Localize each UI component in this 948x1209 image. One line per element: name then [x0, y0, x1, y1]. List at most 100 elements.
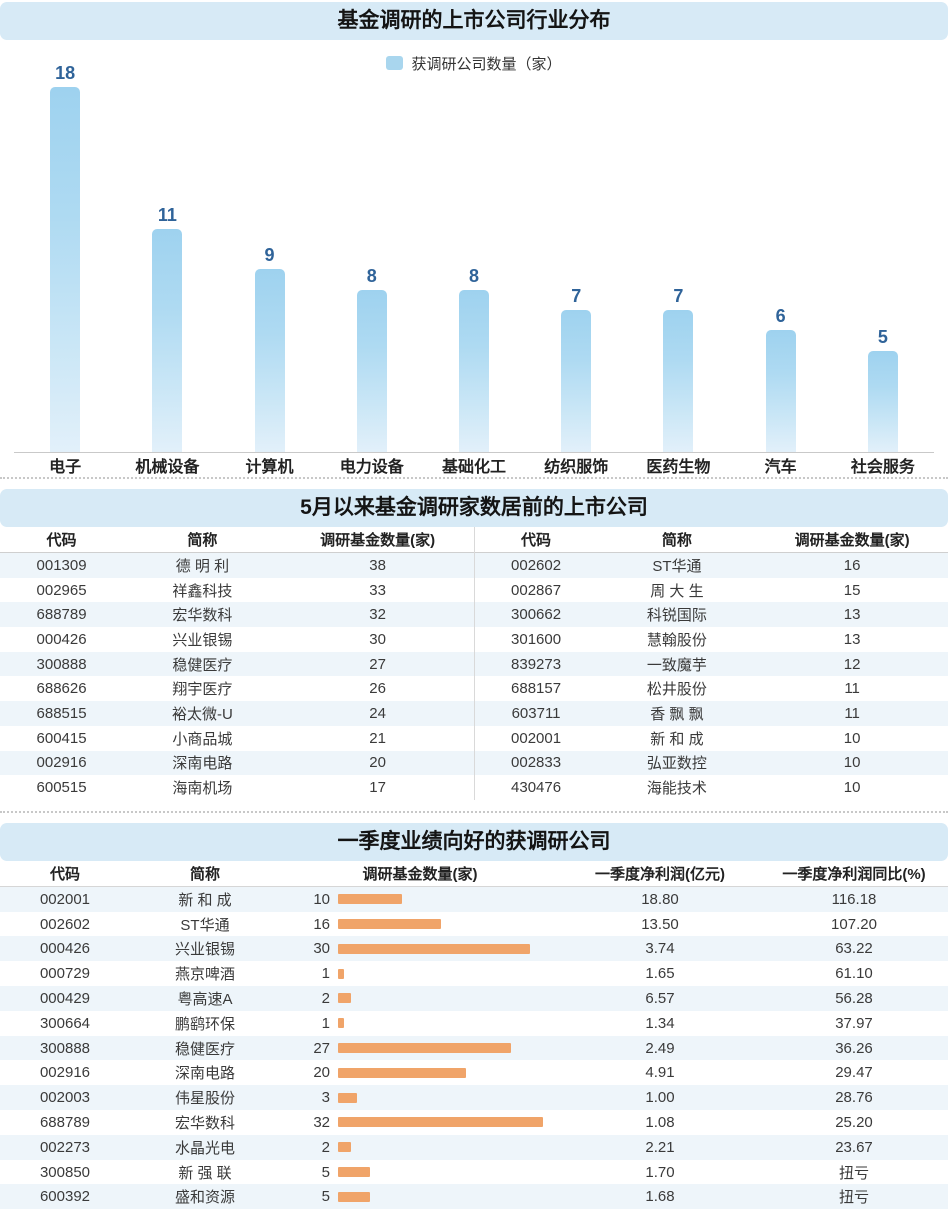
stock-name: 深南电路 [172, 755, 233, 773]
fund-count-bar [338, 943, 530, 954]
fund-count: 15 [843, 581, 861, 599]
stock-code: 600392 [39, 1188, 91, 1206]
fund-count-cell: 32 [280, 1114, 560, 1131]
bar-value-label: 6 [775, 306, 786, 326]
table-row: 002602 ST华通 16 [474, 553, 948, 578]
legend-label: 获调研公司数量（家） [411, 55, 562, 73]
bar-category-label: 机械设备 [135, 459, 200, 476]
stock-name: 兴业银锡 [174, 941, 235, 959]
q1-profit-yoy: 扭亏 [838, 1189, 869, 1207]
stock-name: 海能技术 [646, 780, 707, 798]
table-row: 839273 一致魔芋 12 [474, 651, 948, 677]
q1-profit: 1.65 [645, 965, 675, 983]
table-row: 300664 鹏鹞环保 1 1.34 37.97 [0, 1011, 948, 1036]
stock-code: 000429 [39, 989, 91, 1007]
table1-section-title: 5月以来基金调研家数居前的上市公司 [0, 489, 948, 527]
table-row: 002003 伟星股份 3 1.00 28.76 [0, 1085, 948, 1111]
fund-count: 11 [844, 704, 860, 722]
q1-profit-yoy: 29.47 [835, 1064, 873, 1082]
table-row: 600392 盛和资源 5 1.68 扭亏 [0, 1184, 948, 1209]
fund-count: 21 [369, 729, 386, 747]
fund-count: 32 [369, 606, 386, 624]
fund-count-cell: 20 [280, 1064, 560, 1081]
fund-count-bar [338, 894, 402, 905]
stock-code: 000426 [39, 940, 91, 958]
stock-code: 600515 [36, 779, 87, 797]
stock-code: 001309 [36, 556, 87, 574]
q1-profit-yoy: 36.26 [835, 1039, 873, 1057]
table2-section: 一季度业绩向好的获调研公司 代码 简称 调研基金数量(家) 一季度净利润(亿元)… [0, 822, 948, 1209]
stock-name: 一致魔芋 [646, 656, 707, 674]
fund-count-cell: 16 [280, 916, 560, 933]
fund-count: 27 [313, 1039, 330, 1057]
column-header-code: 代码 [49, 865, 80, 883]
table-row: 002867 周 大 生 15 [475, 578, 948, 603]
table-row: 002965 祥鑫科技 33 [0, 578, 474, 603]
table2-section-title: 一季度业绩向好的获调研公司 [0, 822, 948, 861]
column-header-fund-count: 调研基金数量(家) [362, 865, 478, 883]
stock-code: 688789 [39, 1113, 91, 1131]
table1-left-body: 001309 德 明 利 38 002965 祥鑫科技 33 688789 宏华数科 32 000… [0, 553, 474, 800]
stock-name: ST华通 [180, 916, 230, 934]
stock-name: 科锐国际 [646, 607, 707, 625]
bar-value-label: 7 [673, 286, 684, 306]
table-row: 688515 裕太微-U 24 [0, 701, 474, 726]
bar [561, 310, 592, 452]
bar [356, 290, 387, 452]
q1-profit-yoy: 107.20 [831, 915, 877, 933]
stock-code: 002273 [39, 1138, 91, 1156]
table-row: 001309 德 明 利 38 [0, 553, 474, 578]
stock-name: 翔宇医疗 [172, 681, 233, 699]
stock-name: 盛和资源 [174, 1189, 235, 1207]
column-header-code: 代码 [46, 532, 77, 549]
fund-count-bar [338, 968, 344, 979]
fund-count-cell: 3 [280, 1089, 560, 1106]
table-row: 603711 香 飘 飘 11 [474, 701, 948, 726]
stock-name: ST华通 [652, 557, 702, 575]
fund-count-cell: 5 [280, 1164, 560, 1181]
stock-name: 弘亚数控 [646, 755, 707, 773]
stock-name: 深南电路 [174, 1065, 235, 1083]
bar-value-label: 11 [157, 205, 177, 225]
fund-count: 26 [369, 680, 386, 698]
fund-count: 10 [843, 729, 861, 747]
bar [152, 229, 183, 452]
stock-name: 香 飘 飘 [650, 705, 704, 723]
stock-code: 839273 [511, 655, 562, 673]
fund-count: 30 [313, 940, 330, 958]
bar [458, 290, 489, 452]
stock-code: 600415 [36, 729, 87, 747]
q1-profit: 1.00 [645, 1089, 675, 1107]
stock-code: 002602 [39, 915, 91, 933]
bar-plot: 18 11 9 8 8 7 7 6 5 [14, 63, 934, 453]
stock-name: 慧翰股份 [646, 631, 707, 649]
fund-count-bar [338, 1018, 344, 1029]
q1-profit: 1.68 [645, 1188, 675, 1206]
stock-name: 宏华数科 [174, 1114, 235, 1132]
stock-code: 301600 [511, 630, 562, 648]
bar-column: 6 [730, 306, 832, 452]
stock-code: 002916 [39, 1064, 91, 1082]
fund-count-cell: 2 [280, 990, 560, 1007]
stock-name: 松井股份 [646, 681, 707, 699]
fund-count: 12 [843, 655, 861, 673]
table-row: 300888 稳健医疗 27 2.49 36.26 [0, 1035, 948, 1061]
fund-count-bar [338, 1117, 543, 1128]
table-row: 002602 ST华通 16 13.50 107.20 [0, 912, 948, 937]
bar-column: 7 [627, 286, 729, 452]
fund-count: 20 [313, 1064, 330, 1082]
stock-name: 新 和 成 [178, 891, 232, 909]
bar-category-label: 电力设备 [339, 459, 404, 476]
fund-count-cell: 2 [280, 1139, 560, 1156]
table-row: 002833 弘亚数控 10 [474, 750, 948, 776]
stock-name: 周 大 生 [650, 582, 704, 600]
stock-code: 000729 [39, 965, 91, 983]
stock-code: 002916 [36, 754, 87, 772]
table1-left-header: 代码 简称 调研基金数量(家) [0, 527, 474, 553]
table1-left: 代码 简称 调研基金数量(家) 001309 德 明 利 38 002965 祥鑫科技 3… [0, 527, 474, 800]
bar-value-label: 18 [55, 63, 76, 83]
stock-code: 603711 [511, 704, 561, 722]
fund-count: 27 [369, 655, 386, 673]
table1-dual-container: 代码 简称 调研基金数量(家) 001309 德 明 利 38 002965 祥鑫科技 3… [0, 527, 948, 800]
table1-right-header: 代码 简称 调研基金数量(家) [474, 527, 948, 553]
